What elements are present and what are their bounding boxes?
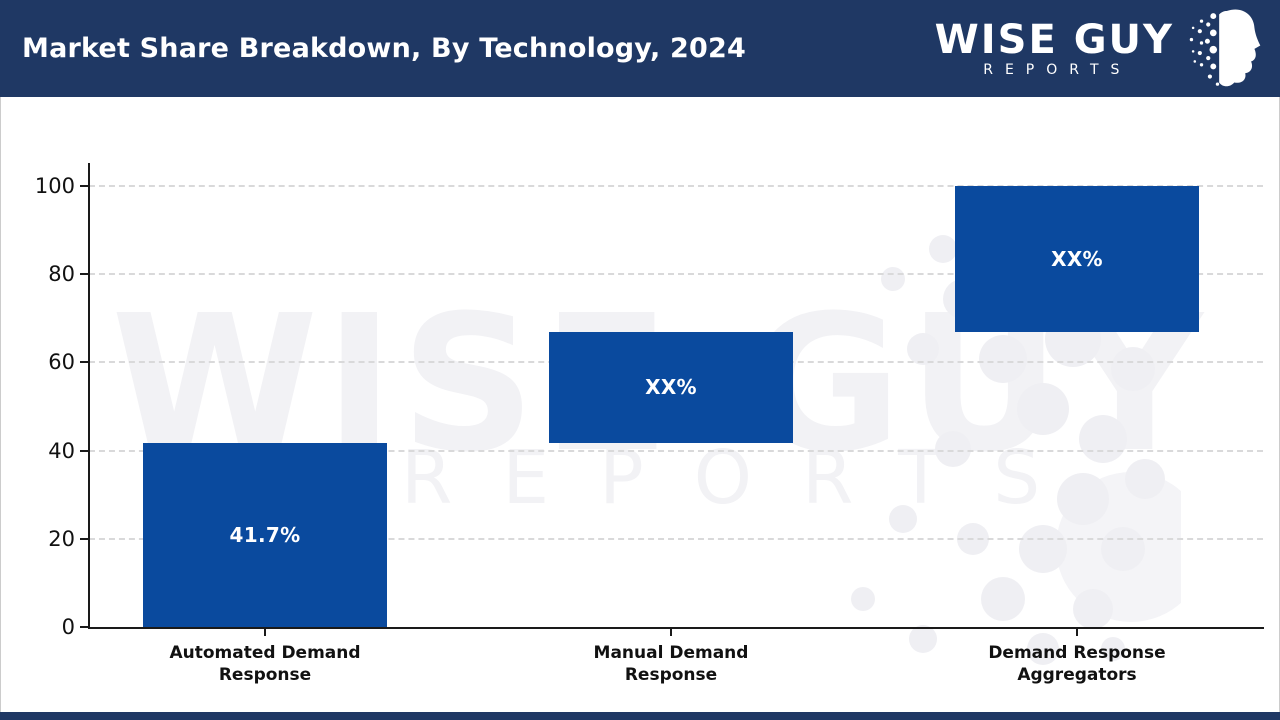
- logo-wordmark: WISE GUY: [934, 16, 1174, 63]
- y-axis-spine: [88, 163, 90, 629]
- x-category-label: Manual Demand Response: [593, 643, 749, 685]
- y-tick-60: [80, 361, 89, 364]
- bar-segment-2: XX%: [549, 331, 793, 444]
- bar-segment-3: XX%: [955, 186, 1199, 332]
- chart-title: Market Share Breakdown, By Technology, 2…: [22, 33, 747, 64]
- y-tick-40: [80, 449, 89, 452]
- footer-band: [0, 712, 1280, 720]
- y-tick-label-40: 40: [48, 438, 75, 463]
- y-tick-label-60: 60: [48, 350, 75, 375]
- x-category-label: Automated Demand Response: [169, 643, 361, 685]
- x-tick-2: [670, 629, 672, 636]
- logo-text: WISE GUY REPORTS: [935, 19, 1174, 78]
- x-axis-spine: [88, 627, 1264, 629]
- x-tick-3: [1076, 629, 1078, 636]
- logo-subtitle: REPORTS: [983, 61, 1132, 78]
- gridline-80: [89, 273, 1263, 276]
- bar-value-label: XX%: [645, 375, 697, 400]
- watermark-subtitle: REPORTS: [401, 435, 1091, 521]
- y-tick-label-20: 20: [48, 526, 75, 551]
- gridline-100: [89, 185, 1263, 187]
- y-tick-0: [80, 626, 89, 628]
- gridline-40: [89, 449, 1263, 452]
- x-category-label: Demand Response Aggregators: [988, 643, 1166, 685]
- y-tick-100: [80, 185, 89, 187]
- y-tick-label-0: 0: [61, 615, 75, 639]
- y-tick-label-80: 80: [48, 262, 75, 287]
- wise-guy-reports-logo: WISE GUY REPORTS: [935, 6, 1264, 90]
- gridline-20: [89, 537, 1263, 540]
- chart-area: WISE GUY REPORTS 0 20 40 60: [0, 97, 1280, 712]
- header-band: Market Share Breakdown, By Technology, 2…: [0, 0, 1280, 97]
- bar-segment-1: 41.7%: [143, 443, 387, 627]
- x-tick-1: [264, 629, 266, 636]
- y-tick-80: [80, 273, 89, 276]
- plot-region: 0 20 40 60 80 100 41.7% Automated Demand Respon…: [35, 163, 1264, 685]
- y-tick-20: [80, 537, 89, 540]
- bar-value-label: 41.7%: [229, 523, 301, 548]
- logo-face-icon: [1189, 9, 1261, 87]
- bar-value-label: XX%: [1051, 246, 1103, 271]
- y-tick-label-100: 100: [34, 174, 75, 198]
